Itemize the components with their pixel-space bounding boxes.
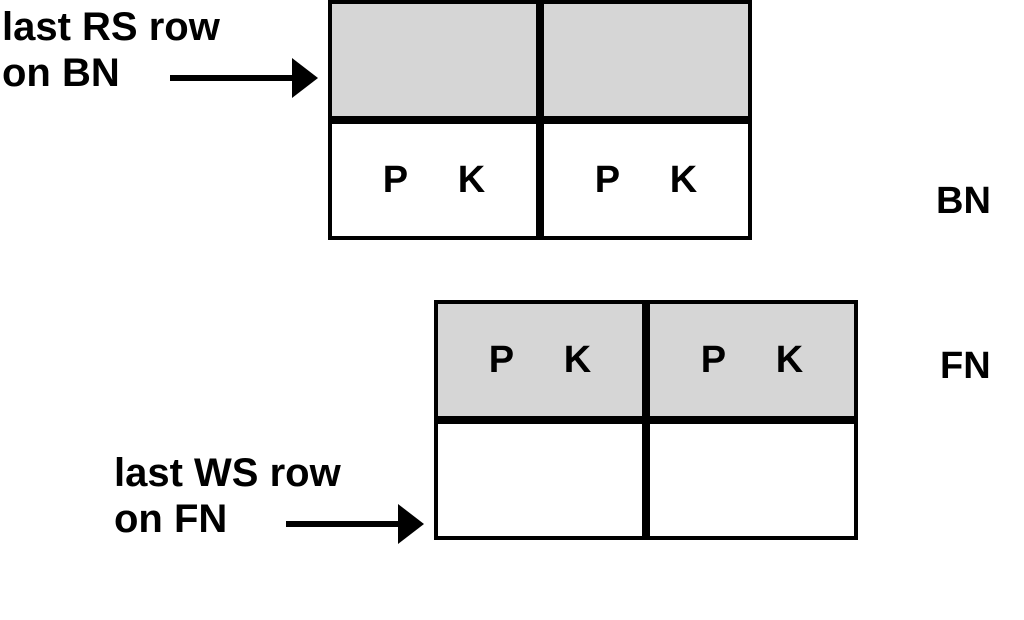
label-bottom-left-line2: on FN xyxy=(114,496,341,542)
arrow-top-head xyxy=(292,58,318,98)
cell-bot-r2c2 xyxy=(646,420,858,540)
label-bottom-left-line1: last WS row xyxy=(114,450,341,496)
cell-text-left: P xyxy=(595,159,620,202)
arrow-top-line xyxy=(170,75,292,81)
cell-top-r1c1 xyxy=(328,0,540,120)
cell-bot-r2c1 xyxy=(434,420,646,540)
label-bottom-left: last WS row on FN xyxy=(114,450,341,542)
cell-text-right: K xyxy=(564,339,591,382)
cell-top-r2c2: P K xyxy=(540,120,752,240)
cell-text-left: P xyxy=(489,339,514,382)
cell-text-left: P xyxy=(383,159,408,202)
cell-text-left: P xyxy=(701,339,726,382)
label-top-left-line2: on BN xyxy=(2,50,220,96)
cell-text-right: K xyxy=(670,159,697,202)
cell-bot-r1c1: P K xyxy=(434,300,646,420)
cell-top-r2c1: P K xyxy=(328,120,540,240)
cell-text-right: K xyxy=(458,159,485,202)
cell-text-right: K xyxy=(776,339,803,382)
label-top-left: last RS row on BN xyxy=(2,4,220,96)
cell-top-r1c2 xyxy=(540,0,752,120)
cell-bot-r1c2: P K xyxy=(646,300,858,420)
label-bn: BN xyxy=(936,180,991,224)
arrow-bottom-line xyxy=(286,521,398,527)
arrow-bottom-head xyxy=(398,504,424,544)
label-fn: FN xyxy=(940,345,991,389)
label-top-left-line1: last RS row xyxy=(2,4,220,50)
